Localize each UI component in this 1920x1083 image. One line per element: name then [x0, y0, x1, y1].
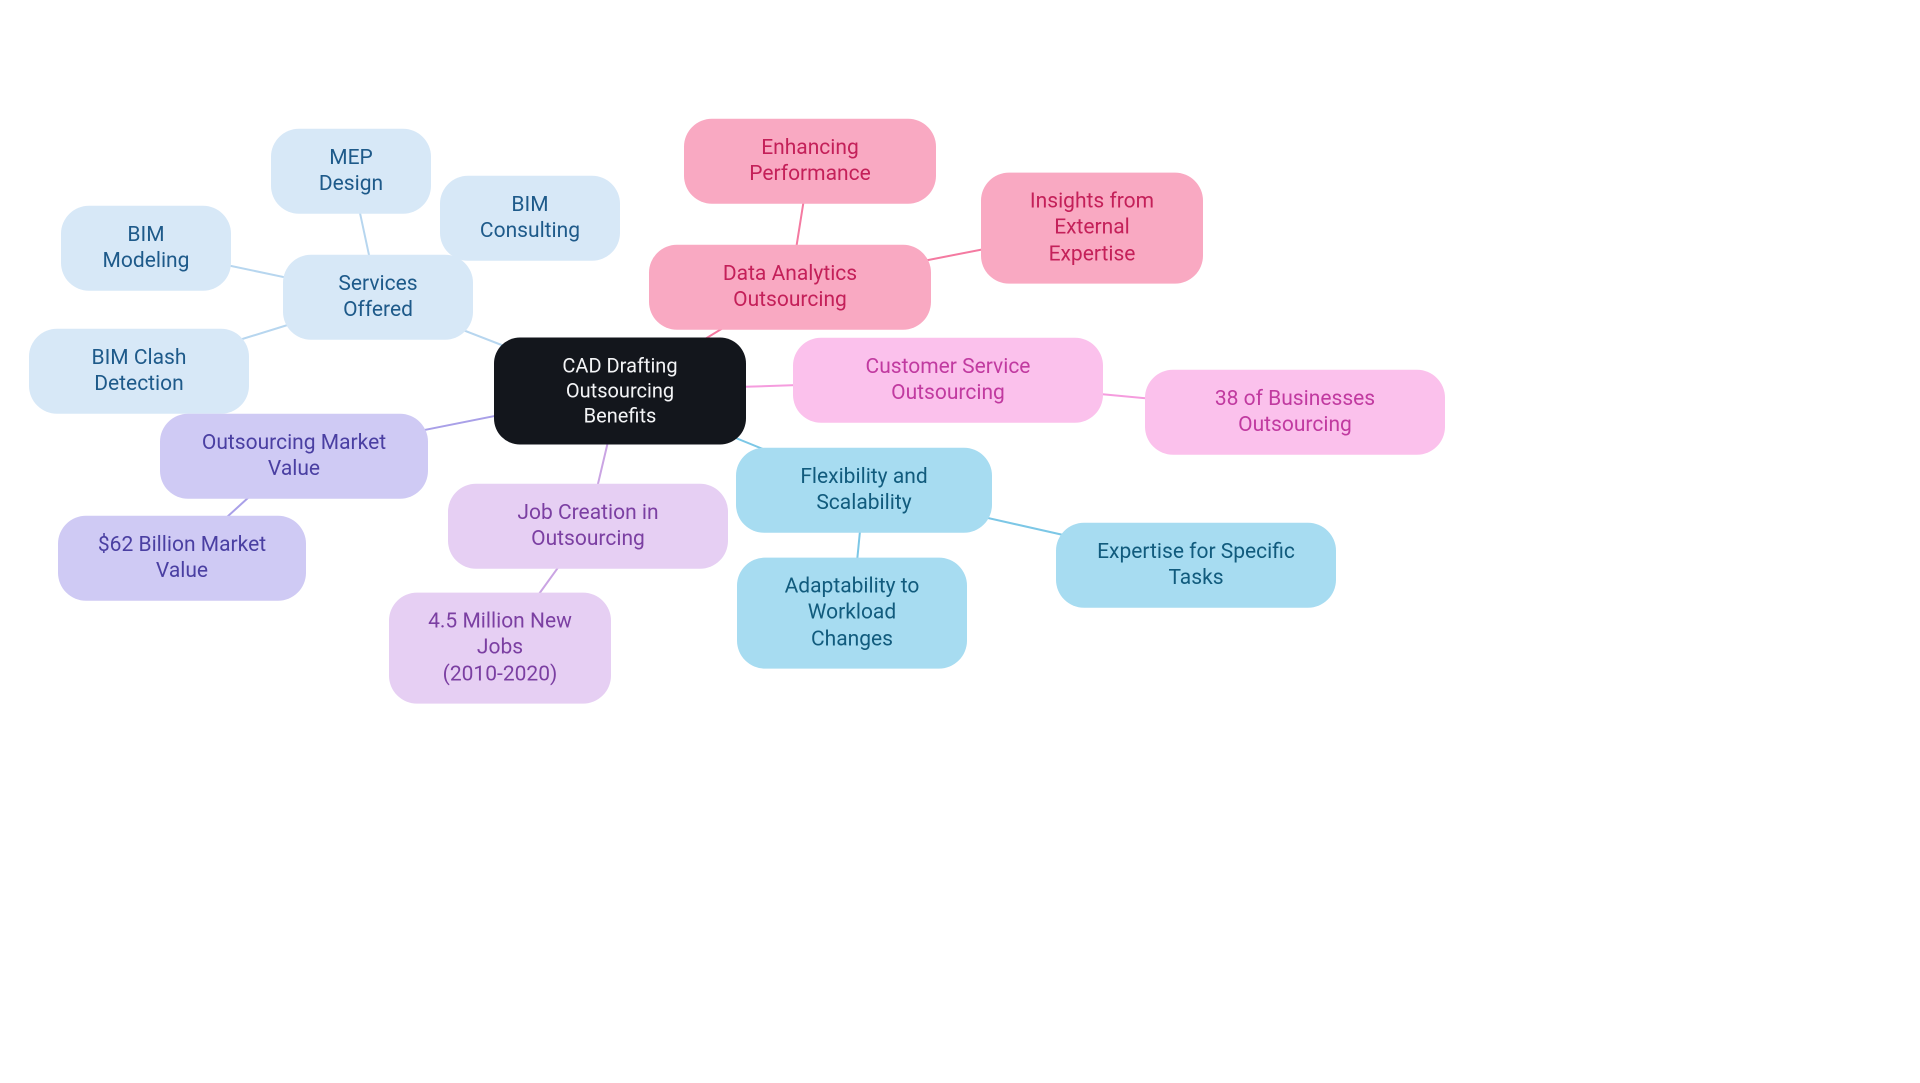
node-label: Job Creation in Outsourcing — [476, 500, 700, 553]
node-label: BIM Consulting — [468, 192, 592, 245]
node-label: Adaptability to Workload Changes — [765, 574, 939, 653]
node-label: Enhancing Performance — [712, 135, 908, 188]
node-insight: Insights from External Expertise — [981, 173, 1203, 284]
node-market: Outsourcing Market Value — [160, 414, 428, 499]
node-label: Data Analytics Outsourcing — [677, 261, 903, 314]
node-label: MEP Design — [299, 145, 403, 198]
node-services: Services Offered — [283, 255, 473, 340]
node-label: 4.5 Million New Jobs (2010-2020) — [417, 609, 583, 688]
node-flex: Flexibility and Scalability — [736, 448, 992, 533]
node-jobs: Job Creation in Outsourcing — [448, 484, 728, 569]
node-customer: Customer Service Outsourcing — [793, 338, 1103, 423]
node-perf: Enhancing Performance — [684, 119, 936, 204]
node-adapt: Adaptability to Workload Changes — [737, 558, 967, 669]
node-label: BIM Clash Detection — [57, 345, 221, 398]
node-expert: Expertise for Specific Tasks — [1056, 523, 1336, 608]
node-label: Insights from External Expertise — [1009, 189, 1175, 268]
node-label: 38 of Businesses Outsourcing — [1173, 386, 1417, 439]
node-label: Customer Service Outsourcing — [821, 354, 1075, 407]
node-val62b: $62 Billion Market Value — [58, 516, 306, 601]
node-label: $62 Billion Market Value — [86, 532, 278, 585]
node-label: Services Offered — [311, 271, 445, 324]
node-label: Expertise for Specific Tasks — [1084, 539, 1308, 592]
node-jobs45: 4.5 Million New Jobs (2010-2020) — [389, 593, 611, 704]
node-pct38: 38 of Businesses Outsourcing — [1145, 370, 1445, 455]
node-bimmod: BIM Modeling — [61, 206, 231, 291]
node-analytics: Data Analytics Outsourcing — [649, 245, 931, 330]
node-bimcon: BIM Consulting — [440, 176, 620, 261]
node-bimcl: BIM Clash Detection — [29, 329, 249, 414]
node-mep: MEP Design — [271, 129, 431, 214]
node-label: CAD Drafting Outsourcing Benefits — [522, 354, 718, 429]
node-label: Flexibility and Scalability — [764, 464, 964, 517]
node-center: CAD Drafting Outsourcing Benefits — [494, 338, 746, 445]
node-label: Outsourcing Market Value — [188, 430, 400, 483]
node-label: BIM Modeling — [89, 222, 203, 275]
